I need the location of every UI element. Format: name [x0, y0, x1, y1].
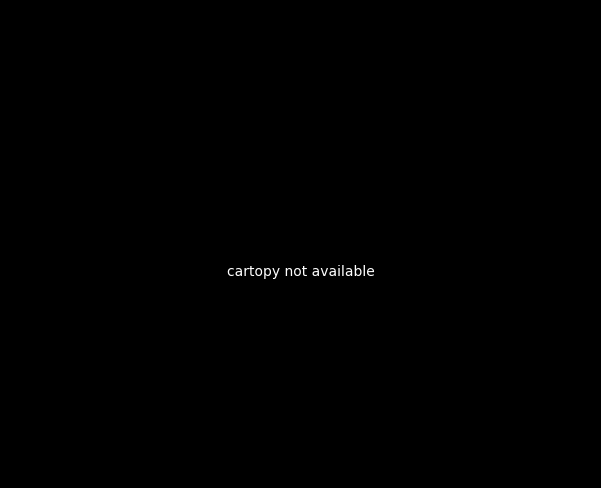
Text: Secondary Swell energy on Sunday 08 Dec at 4pm AEST: Secondary Swell energy on Sunday 08 Dec …	[54, 9, 547, 27]
Text: Arrows show the wind wave direction: Arrows show the wind wave direction	[176, 37, 425, 50]
Text: cartopy not available: cartopy not available	[227, 265, 374, 279]
